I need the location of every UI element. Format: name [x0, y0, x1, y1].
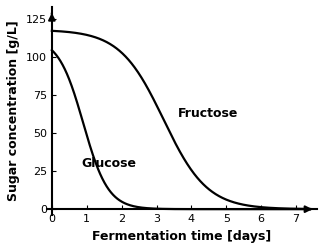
Text: Glucose: Glucose: [82, 157, 136, 170]
X-axis label: Fermentation time [days]: Fermentation time [days]: [92, 230, 272, 242]
Y-axis label: Sugar concentration [g/L]: Sugar concentration [g/L]: [7, 21, 20, 202]
Text: Fructose: Fructose: [178, 107, 238, 120]
